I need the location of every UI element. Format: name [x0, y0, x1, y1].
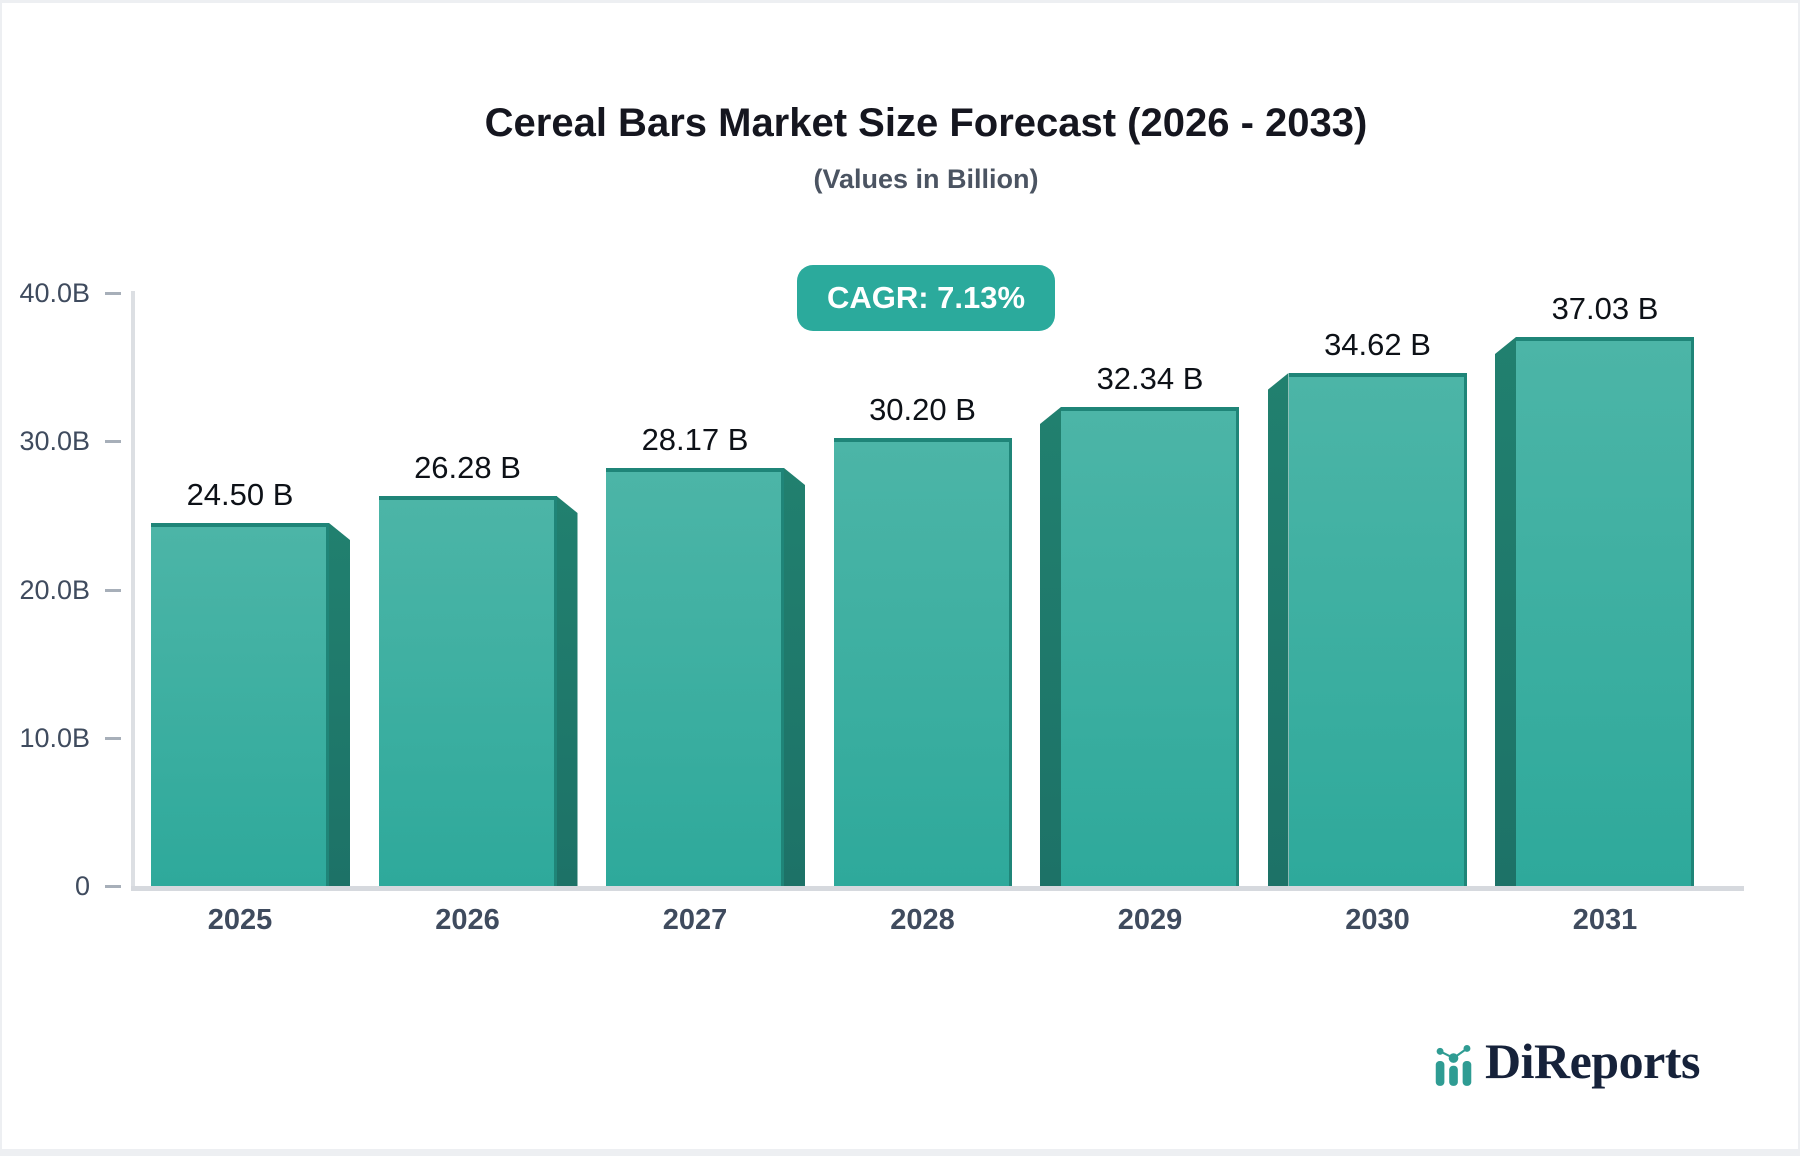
- bar-value-label: 26.28 B: [414, 450, 521, 485]
- y-axis-tick: [105, 292, 121, 295]
- bar-3d-side: [1040, 407, 1061, 886]
- x-axis-label: 2029: [1117, 904, 1183, 936]
- bar-value-label: 24.50 B: [186, 477, 294, 512]
- chart-subtitle: (Values in Billion): [813, 164, 1039, 194]
- x-axis-line: [131, 886, 1744, 891]
- cagr-badge-wrap: CAGR: 7.13%: [132, 265, 1720, 331]
- bar-3d-side: [556, 496, 578, 886]
- x-axis-label: 2027: [662, 904, 728, 936]
- bar[interactable]: [151, 523, 329, 886]
- bar-3d-side: [1495, 337, 1516, 886]
- y-axis-tick-label: 40.0B: [19, 278, 90, 308]
- bar-value-label: 32.34 B: [1096, 361, 1204, 396]
- bar-group[interactable]: [1040, 407, 1239, 886]
- bar-group[interactable]: [378, 496, 578, 886]
- y-axis-tick: [105, 588, 121, 592]
- bar-value-label: 28.17 B: [641, 422, 749, 457]
- y-axis-tick-label: 0: [74, 871, 90, 901]
- bar-group[interactable]: [1267, 373, 1467, 886]
- bar-group[interactable]: [833, 438, 1012, 886]
- bar-value-label: 34.62 B: [1324, 327, 1431, 362]
- bar[interactable]: [1516, 337, 1694, 886]
- y-axis-tick: [105, 736, 121, 740]
- y-axis-tick-label: 10.0B: [19, 722, 90, 753]
- y-axis-line: [131, 291, 135, 886]
- direports-logo[interactable]: DiReports: [1430, 1027, 1700, 1089]
- y-axis-tick-label: 30.0B: [19, 426, 90, 457]
- bar[interactable]: [1061, 407, 1239, 886]
- x-axis-label: 2025: [207, 904, 273, 936]
- bar-value-label: 30.20 B: [869, 392, 976, 427]
- bar-group[interactable]: [606, 468, 805, 886]
- bar-group[interactable]: [151, 523, 350, 886]
- bar-value-label: 37.03 B: [1551, 291, 1659, 326]
- bar-chart: 40.0B 30.0B 20.0B 10.0B 0 24.50 B 2025 26.28 B 2…: [2, 3, 1798, 1149]
- chart-card: Cereal Bars Market Size Forecast (2026 -…: [2, 3, 1798, 1149]
- x-axis-label: 2030: [1345, 904, 1410, 936]
- y-axis-tick: [105, 440, 121, 444]
- mini-bar-chart-icon: [1435, 1045, 1472, 1086]
- bar-3d-side: [329, 523, 350, 886]
- cagr-badge: CAGR: 7.13%: [796, 265, 1056, 331]
- bar[interactable]: [606, 468, 784, 886]
- x-axis-label: 2028: [890, 904, 955, 936]
- bar[interactable]: [1288, 373, 1467, 886]
- x-axis-label: 2031: [1572, 904, 1638, 936]
- bar[interactable]: [378, 496, 557, 886]
- bar-group[interactable]: [1495, 337, 1694, 886]
- x-axis-label: 2026: [435, 904, 500, 936]
- bar-3d-side: [1267, 373, 1289, 886]
- y-axis-tick: [105, 885, 121, 888]
- logo-text: DiReports: [1485, 1033, 1700, 1089]
- bar-3d-side: [784, 468, 805, 886]
- chart-title: Cereal Bars Market Size Forecast (2026 -…: [484, 101, 1368, 145]
- bar[interactable]: [833, 438, 1012, 886]
- y-axis-tick-label: 20.0B: [19, 574, 90, 605]
